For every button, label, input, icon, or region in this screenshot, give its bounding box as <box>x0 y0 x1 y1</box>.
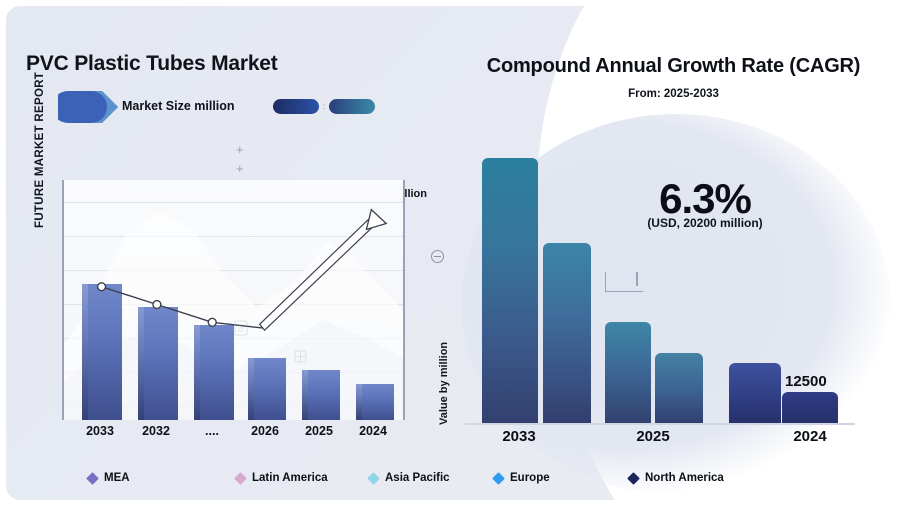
document-watermark-icon <box>234 320 248 336</box>
left-chart-xaxis: 2033 2032 .... 2026 2025 2024 <box>62 424 405 446</box>
bracket-marker <box>605 272 643 292</box>
page-title: PVC Plastic Tubes Market <box>26 52 278 75</box>
legend-label-mea: MEA <box>104 472 130 484</box>
left-bar-2026 <box>248 358 286 420</box>
cagr-title: Compound Annual Growth Rate (CAGR) <box>486 55 861 77</box>
right-bar-2033-a <box>482 158 538 423</box>
left-bar-mid <box>194 325 234 420</box>
chart-legend: MEA Latin America Asia Pacific Europe No… <box>0 471 900 485</box>
right-xlabel-2: 2024 <box>793 428 827 445</box>
legend-item-north-america[interactable]: North America <box>627 471 724 485</box>
plus-icon-1: + <box>236 142 244 157</box>
plus-marks: + + <box>236 140 244 178</box>
cagr-value: 6.3% <box>659 175 752 222</box>
legend-label-latin-america: Latin America <box>252 472 328 484</box>
pill-secondary <box>329 99 376 114</box>
grid-watermark-icon <box>294 350 307 363</box>
left-xlabel-4: 2025 <box>305 424 333 438</box>
circle-minus-icon <box>431 250 444 263</box>
legend-item-mea[interactable]: MEA <box>86 471 236 485</box>
legend-item-asia-pacific[interactable]: Asia Pacific <box>367 471 494 485</box>
trend-overlay <box>96 208 388 332</box>
pill-group: : <box>273 99 376 114</box>
left-xlabel-0: 2033 <box>86 424 114 438</box>
right-panel: Compound Annual Growth Rate (CAGR) From:… <box>455 0 900 506</box>
cagr-subtitle: From: 2025-2033 <box>628 88 719 100</box>
left-xlabel-1: 2032 <box>142 424 170 438</box>
legend-item-europe[interactable]: Europe <box>492 471 629 485</box>
left-bar-2032 <box>138 307 178 420</box>
right-bar-2024-b <box>782 392 838 423</box>
right-chart-baseline <box>465 423 855 425</box>
left-xlabel-5: 2024 <box>359 424 387 438</box>
left-chart-plot <box>62 180 405 420</box>
legend-diamond-north-america <box>627 471 640 485</box>
cagr-note: (USD, 20200 million) <box>647 216 763 230</box>
right-bar-2024-a <box>729 363 781 423</box>
left-xlabel-2: .... <box>205 424 219 438</box>
legend-diamond-asia-pacific <box>367 471 380 485</box>
legend-label-europe: Europe <box>510 472 550 484</box>
legend-item-latin-america[interactable]: Latin America <box>234 471 369 485</box>
right-xlabel-0: 2033 <box>502 428 536 445</box>
pill-primary <box>273 99 319 114</box>
left-xlabel-3: 2026 <box>251 424 279 438</box>
legend-diamond-europe <box>492 471 505 485</box>
pill-separator: : <box>323 102 326 111</box>
right-axis-label: Value by million <box>438 341 450 425</box>
left-panel: PVC Plastic Tubes Market Market Size mil… <box>26 52 450 446</box>
right-bar-2025-a <box>605 322 651 423</box>
plus-icon-2: + <box>236 161 244 176</box>
bracket-marker-tick <box>636 272 638 286</box>
left-axis-label: FUTURE MARKET REPORT <box>34 71 46 228</box>
right-bar-2025-b <box>655 353 703 423</box>
right-xlabel-1: 2025 <box>636 428 670 445</box>
left-bar-2024 <box>356 384 394 420</box>
legend-label-asia-pacific: Asia Pacific <box>385 472 450 484</box>
legend-diamond-latin-america <box>234 471 247 485</box>
hexagon-logo-icon <box>52 88 128 126</box>
legend-label-north-america: North America <box>645 472 724 484</box>
left-bar-2025 <box>302 370 340 420</box>
right-bar-2033-b <box>543 243 591 423</box>
left-bar-2033 <box>82 284 122 420</box>
right-data-label-2024: 12500 <box>785 373 827 390</box>
legend-diamond-mea <box>86 471 99 485</box>
logo-label: Market Size million <box>122 99 235 113</box>
